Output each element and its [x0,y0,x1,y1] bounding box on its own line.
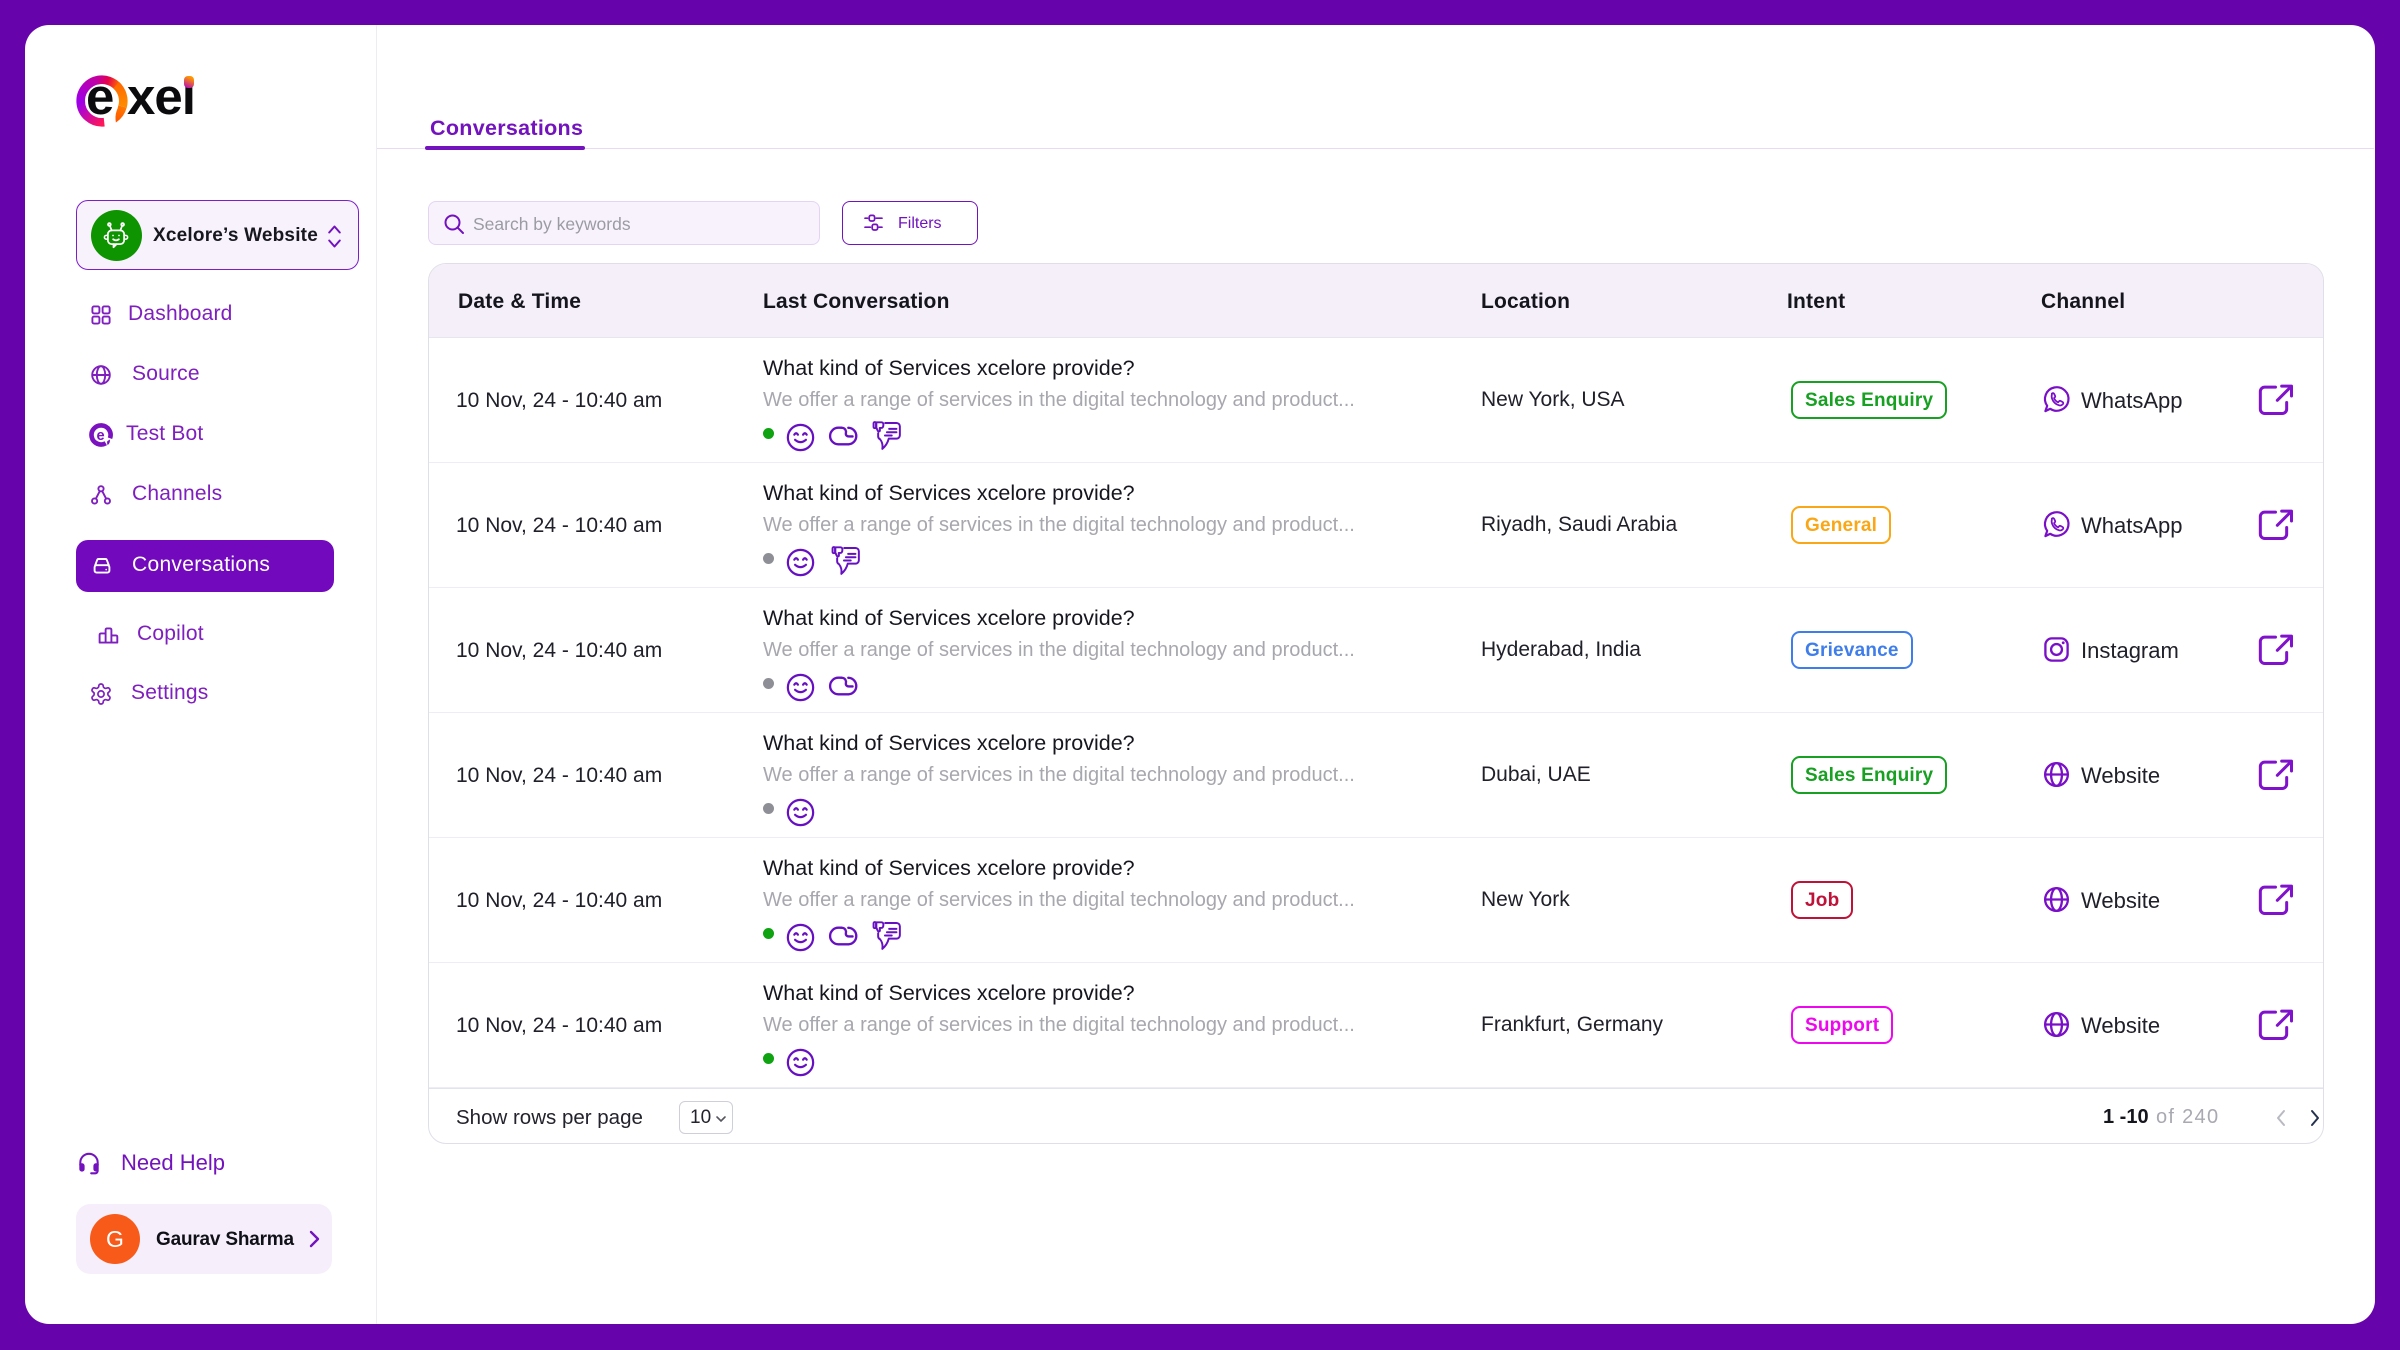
svg-text:e: e [96,428,104,444]
